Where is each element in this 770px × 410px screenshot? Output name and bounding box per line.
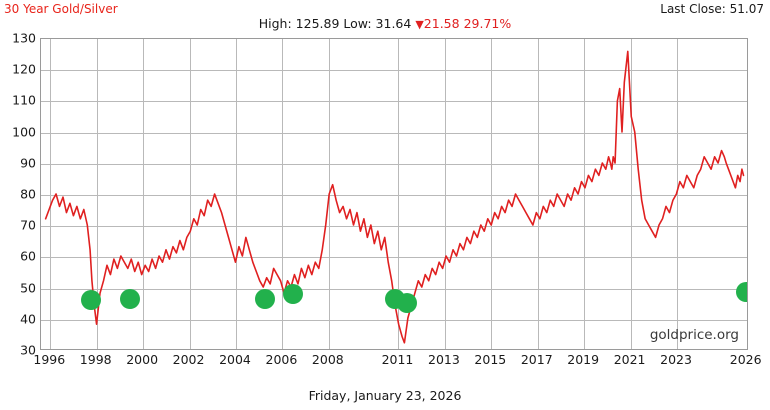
grid-line-horizontal: [41, 257, 747, 259]
data-point-marker[interactable]: [80, 289, 101, 310]
grid-line-vertical: [491, 39, 493, 349]
grid-line-vertical: [746, 39, 747, 349]
last-close: Last Close: 51.07: [660, 2, 764, 16]
grid-line-vertical: [537, 39, 539, 349]
high-label: High:: [258, 16, 292, 31]
footer-date: Friday, January 23, 2026: [308, 388, 462, 403]
grid-line-vertical: [50, 39, 52, 349]
change-down-arrow-icon: ▼: [415, 18, 424, 31]
plot-area: goldprice.org: [40, 38, 748, 350]
grid-line-horizontal: [41, 226, 747, 228]
grid-line-vertical: [143, 39, 145, 349]
grid-line-vertical: [235, 39, 237, 349]
y-axis-tick-label: 110: [12, 92, 36, 108]
last-close-label: Last Close:: [660, 2, 726, 16]
x-axis-tick-label: 2006: [265, 352, 298, 367]
x-axis-tick-label: 1996: [33, 352, 66, 367]
grid-line-vertical: [96, 39, 98, 349]
x-axis-tick-label: 1998: [79, 352, 112, 367]
x-axis-tick-label: 2026: [729, 352, 762, 367]
y-axis-tick-label: 60: [20, 248, 36, 264]
y-axis-tick-label: 40: [20, 311, 36, 327]
x-axis-tick-label: 2021: [613, 352, 646, 367]
y-axis-tick-label: 100: [12, 124, 36, 140]
grid-line-vertical: [189, 39, 191, 349]
x-axis-tick-label: 2019: [567, 352, 600, 367]
high-value: 125.89: [295, 16, 340, 31]
grid-line-vertical: [444, 39, 446, 349]
data-point-marker[interactable]: [396, 292, 417, 313]
grid-line-vertical: [282, 39, 284, 349]
grid-line-horizontal: [41, 132, 747, 134]
y-axis-tick-label: 90: [20, 155, 36, 171]
y-axis-tick-label: 50: [20, 280, 36, 296]
y-axis-tick-label: 130: [12, 30, 36, 46]
data-point-marker[interactable]: [282, 283, 303, 304]
x-axis-tick-label: 2023: [660, 352, 692, 367]
chart-stats-summary: High: 125.89 Low: 31.64 ▼21.58 29.71%: [0, 16, 770, 31]
x-axis-tick-label: 2011: [381, 352, 414, 367]
grid-line-vertical: [677, 39, 679, 349]
x-axis-tick-label: 2004: [219, 352, 251, 367]
low-value: 31.64: [375, 16, 412, 31]
change-percent: 29.71%: [463, 16, 512, 31]
x-axis-tick-label: 2002: [172, 352, 205, 367]
grid-line-horizontal: [41, 163, 747, 165]
page-title: 30 Year Gold/Silver: [4, 2, 118, 16]
grid-line-horizontal: [41, 70, 747, 72]
grid-line-vertical: [630, 39, 632, 349]
x-axis-tick-label: 2008: [311, 352, 344, 367]
y-axis-tick-label: 30: [20, 342, 36, 358]
y-axis-tick-label: 70: [20, 217, 36, 233]
price-series: [44, 50, 745, 344]
grid-line-horizontal: [41, 195, 747, 196]
change-value: 21.58: [423, 16, 460, 31]
data-point-marker[interactable]: [255, 289, 275, 310]
y-axis-tick-label: 120: [12, 61, 36, 77]
grid-line-vertical: [584, 39, 586, 349]
watermark: goldprice.org: [649, 327, 739, 343]
last-close-value: 51.07: [729, 2, 764, 16]
grid-line-vertical: [398, 39, 400, 349]
grid-line-horizontal: [41, 101, 747, 103]
x-axis-tick-label: 2015: [474, 352, 507, 367]
grid-line-horizontal: [41, 319, 747, 321]
data-point-marker[interactable]: [120, 289, 141, 310]
low-label: Low:: [343, 16, 372, 31]
data-point-marker[interactable]: [735, 281, 747, 302]
x-axis-tick-label: 2017: [520, 352, 553, 367]
x-axis-tick-label: 2000: [126, 352, 159, 367]
x-axis-tick-label: 2013: [428, 352, 460, 367]
y-axis-tick-label: 80: [20, 186, 36, 202]
